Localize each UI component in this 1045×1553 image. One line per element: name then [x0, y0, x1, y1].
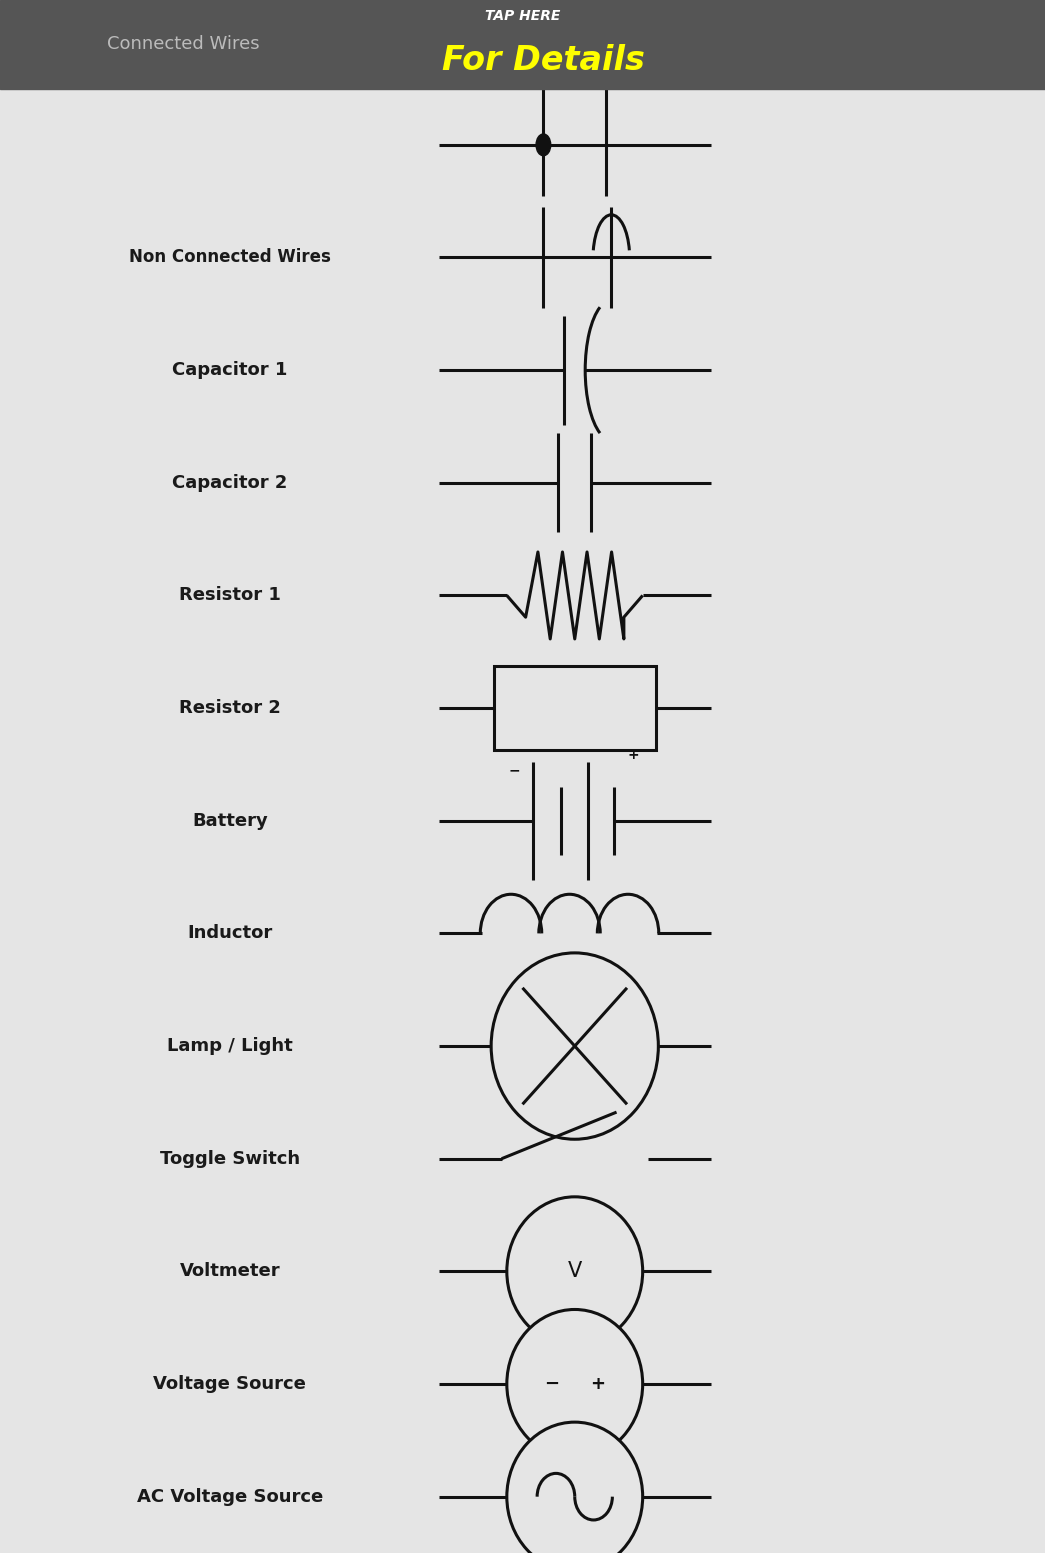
Text: Capacitor 1: Capacitor 1 [172, 362, 287, 379]
Text: AC Voltage Source: AC Voltage Source [137, 1488, 323, 1506]
Text: Capacitor 2: Capacitor 2 [172, 474, 287, 492]
Text: For Details: For Details [442, 43, 645, 76]
Text: −: − [544, 1374, 559, 1393]
Text: TAP HERE: TAP HERE [485, 9, 560, 23]
Text: −: − [508, 763, 520, 778]
Text: Resistor 1: Resistor 1 [179, 587, 281, 604]
Text: Non Connected Wires: Non Connected Wires [129, 248, 331, 267]
Text: +: + [590, 1374, 605, 1393]
Text: Toggle Switch: Toggle Switch [160, 1149, 300, 1168]
Circle shape [536, 134, 551, 155]
Ellipse shape [507, 1423, 643, 1553]
Ellipse shape [507, 1309, 643, 1458]
Ellipse shape [491, 954, 658, 1140]
Text: Inductor: Inductor [187, 924, 273, 943]
Text: Resistor 2: Resistor 2 [179, 699, 281, 717]
Text: Voltage Source: Voltage Source [154, 1374, 306, 1393]
Bar [494, 666, 656, 750]
Text: Voltmeter: Voltmeter [180, 1263, 280, 1280]
Text: Battery: Battery [192, 812, 268, 829]
Ellipse shape [507, 1197, 643, 1346]
Text: +: + [627, 747, 640, 763]
Text: Lamp / Light: Lamp / Light [167, 1037, 293, 1054]
Text: Connected Wires: Connected Wires [107, 36, 259, 53]
Bar [0, 0, 1045, 89]
Text: V: V [567, 1261, 582, 1281]
